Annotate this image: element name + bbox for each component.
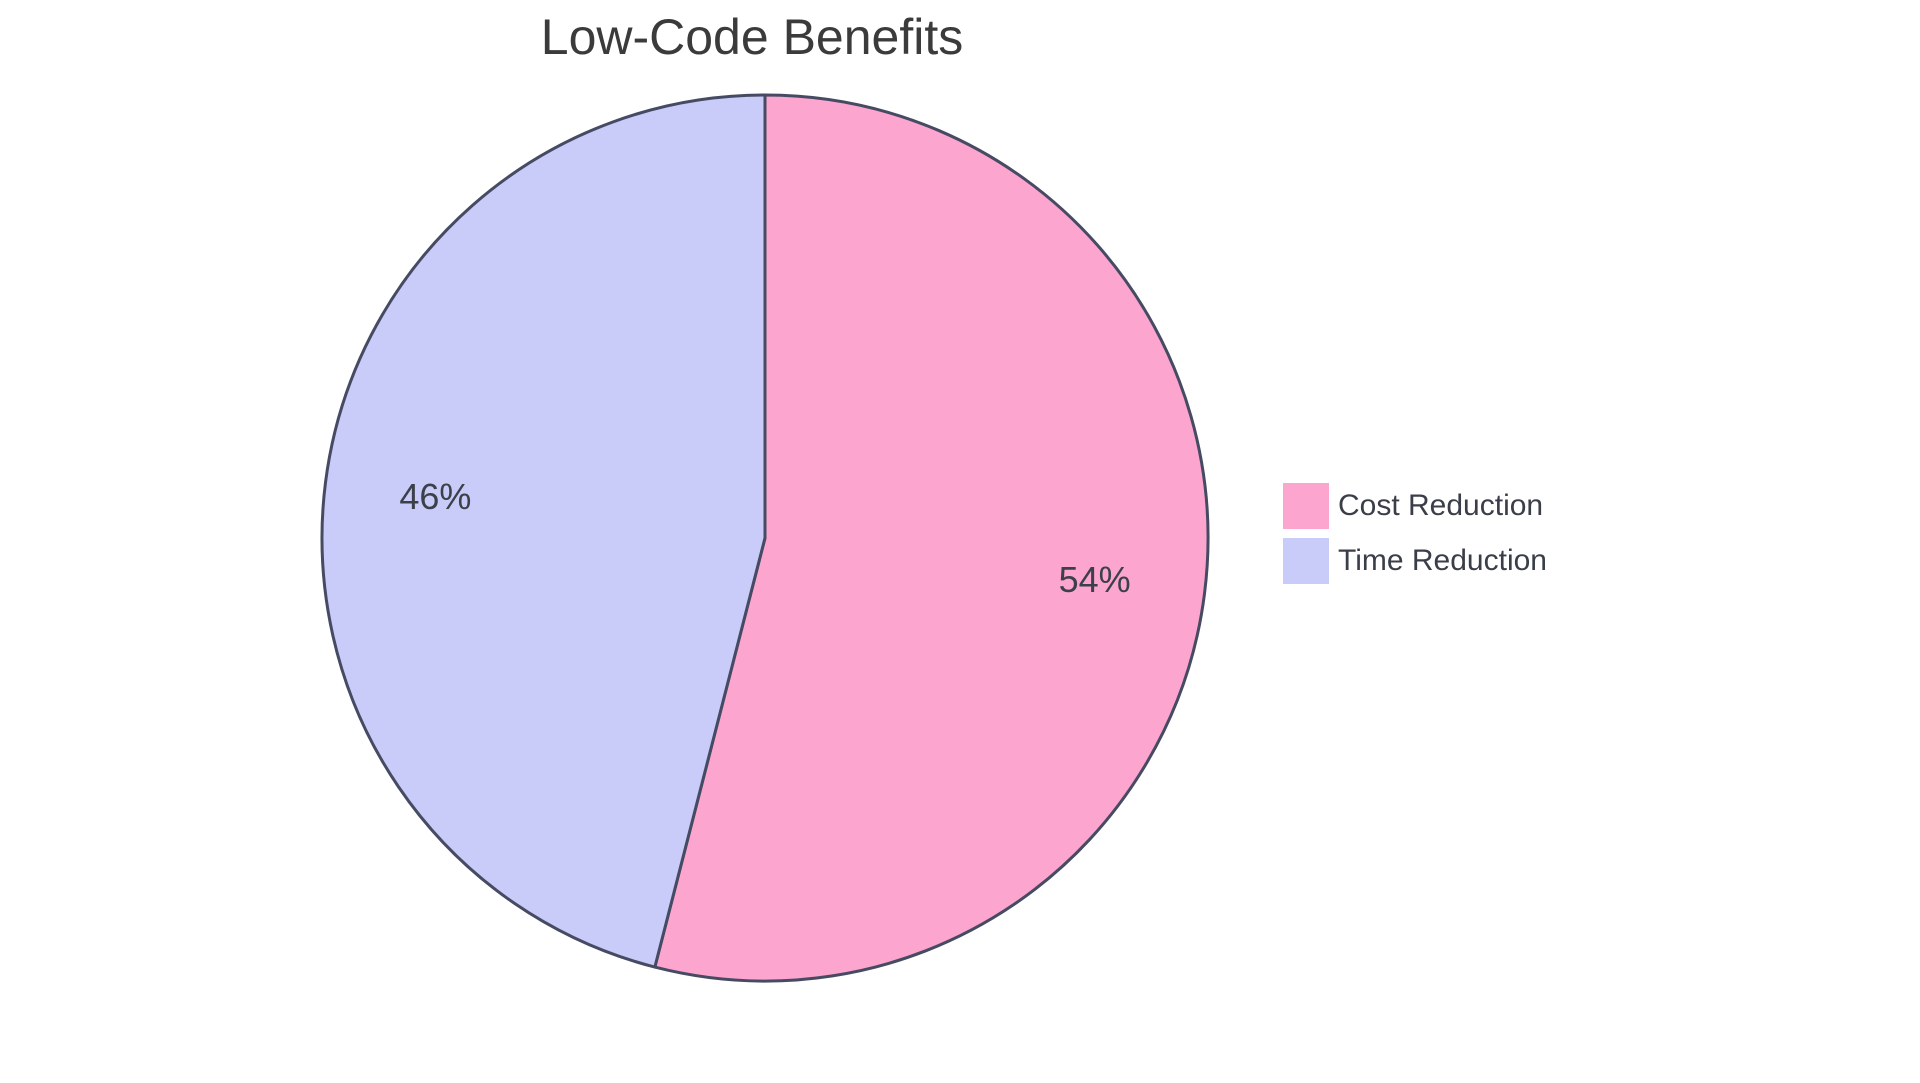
legend-item-cost-reduction[interactable]: Cost Reduction xyxy=(1283,483,1547,529)
legend-label-time-reduction: Time Reduction xyxy=(1338,544,1547,577)
pie-slice-value-label: 54% xyxy=(1059,559,1131,600)
chart-title: Low-Code Benefits xyxy=(540,9,964,65)
pie-slice-cost-reduction[interactable] xyxy=(653,93,1210,983)
legend-swatch-cost-reduction xyxy=(1283,483,1329,529)
legend-item-time-reduction[interactable]: Time Reduction xyxy=(1283,538,1547,584)
legend-label-cost-reduction: Cost Reduction xyxy=(1338,489,1544,522)
pie-slice-value-label: 46% xyxy=(399,476,471,517)
legend-swatch-time-reduction xyxy=(1283,538,1329,584)
pie-slice-time-reduction[interactable] xyxy=(320,93,767,969)
legend: Cost Reduction Time Reduction xyxy=(1283,483,1547,584)
